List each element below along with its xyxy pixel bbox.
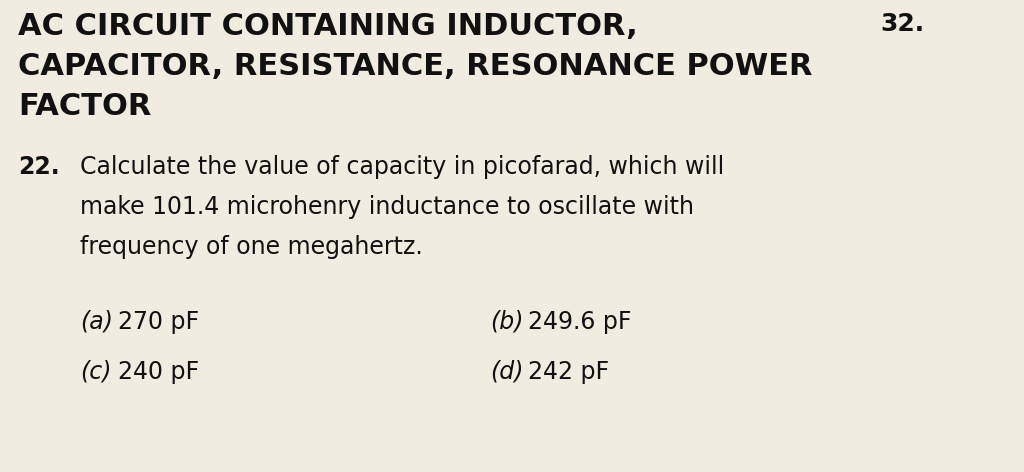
Text: (c): (c): [80, 360, 112, 384]
Text: (b): (b): [490, 310, 523, 334]
Text: (d): (d): [490, 360, 523, 384]
Text: 32.: 32.: [880, 12, 924, 36]
Text: CAPACITOR, RESISTANCE, RESONANCE POWER: CAPACITOR, RESISTANCE, RESONANCE POWER: [18, 52, 812, 81]
Text: 249.6 pF: 249.6 pF: [528, 310, 632, 334]
Text: (a): (a): [80, 310, 113, 334]
Text: AC CIRCUIT CONTAINING INDUCTOR,: AC CIRCUIT CONTAINING INDUCTOR,: [18, 12, 638, 41]
Text: 270 pF: 270 pF: [118, 310, 199, 334]
Text: make 101.4 microhenry inductance to oscillate with: make 101.4 microhenry inductance to osci…: [80, 195, 694, 219]
Text: 240 pF: 240 pF: [118, 360, 199, 384]
Text: frequency of one megahertz.: frequency of one megahertz.: [80, 235, 423, 259]
Text: 22.: 22.: [18, 155, 59, 179]
Text: FACTOR: FACTOR: [18, 92, 152, 121]
Text: Calculate the value of capacity in picofarad, which will: Calculate the value of capacity in picof…: [80, 155, 724, 179]
Text: 242 pF: 242 pF: [528, 360, 609, 384]
